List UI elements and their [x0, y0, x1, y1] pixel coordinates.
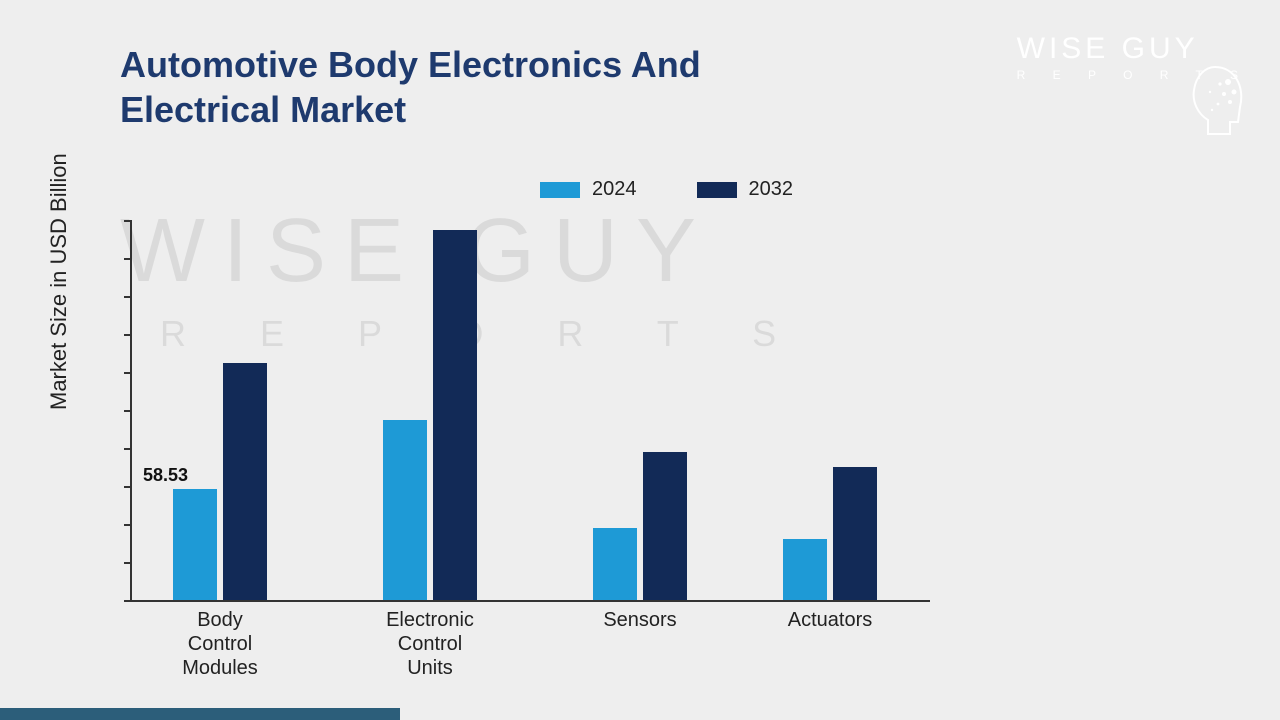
- bar: [433, 230, 477, 601]
- y-tick: [124, 486, 130, 488]
- legend: 2024 2032: [540, 178, 793, 201]
- y-tick: [124, 334, 130, 336]
- logo-head-icon: [1180, 62, 1250, 142]
- legend-swatch: [697, 182, 737, 198]
- category-label: Actuators: [760, 608, 900, 632]
- legend-label: 2024: [592, 178, 637, 201]
- bar: [383, 420, 427, 601]
- legend-item: 2032: [697, 178, 794, 201]
- category-label: ElectronicControlUnits: [360, 608, 500, 680]
- bar: [173, 489, 217, 600]
- y-axis: [130, 220, 132, 600]
- bar: [593, 528, 637, 600]
- y-tick: [124, 562, 130, 564]
- bottom-accent-bar: [0, 708, 400, 720]
- logo-text-line1: WISE GUY: [1017, 32, 1250, 66]
- bar-chart: 58.53BodyControlModulesElectronicControl…: [130, 220, 930, 620]
- chart-canvas: WISE GUY R E P O R T S Automotive Body E…: [0, 0, 1280, 720]
- y-tick: [124, 296, 130, 298]
- legend-item: 2024: [540, 178, 637, 201]
- bar: [223, 363, 267, 601]
- bar-value-label: 58.53: [143, 465, 188, 486]
- y-tick: [124, 372, 130, 374]
- y-tick: [124, 220, 130, 222]
- y-axis-label: Market Size in USD Billion: [46, 153, 72, 410]
- x-axis: [130, 600, 930, 602]
- brand-logo: WISE GUY R E P O R T S: [1017, 32, 1250, 82]
- bar: [783, 539, 827, 600]
- y-tick: [124, 410, 130, 412]
- bar: [833, 467, 877, 600]
- category-label: BodyControlModules: [150, 608, 290, 680]
- chart-title: Automotive Body Electronics And Electric…: [120, 42, 840, 132]
- y-tick: [124, 448, 130, 450]
- bar: [643, 452, 687, 600]
- legend-swatch: [540, 182, 580, 198]
- y-tick: [124, 258, 130, 260]
- legend-label: 2032: [749, 178, 794, 201]
- y-tick: [124, 600, 130, 602]
- category-label: Sensors: [570, 608, 710, 632]
- y-tick: [124, 524, 130, 526]
